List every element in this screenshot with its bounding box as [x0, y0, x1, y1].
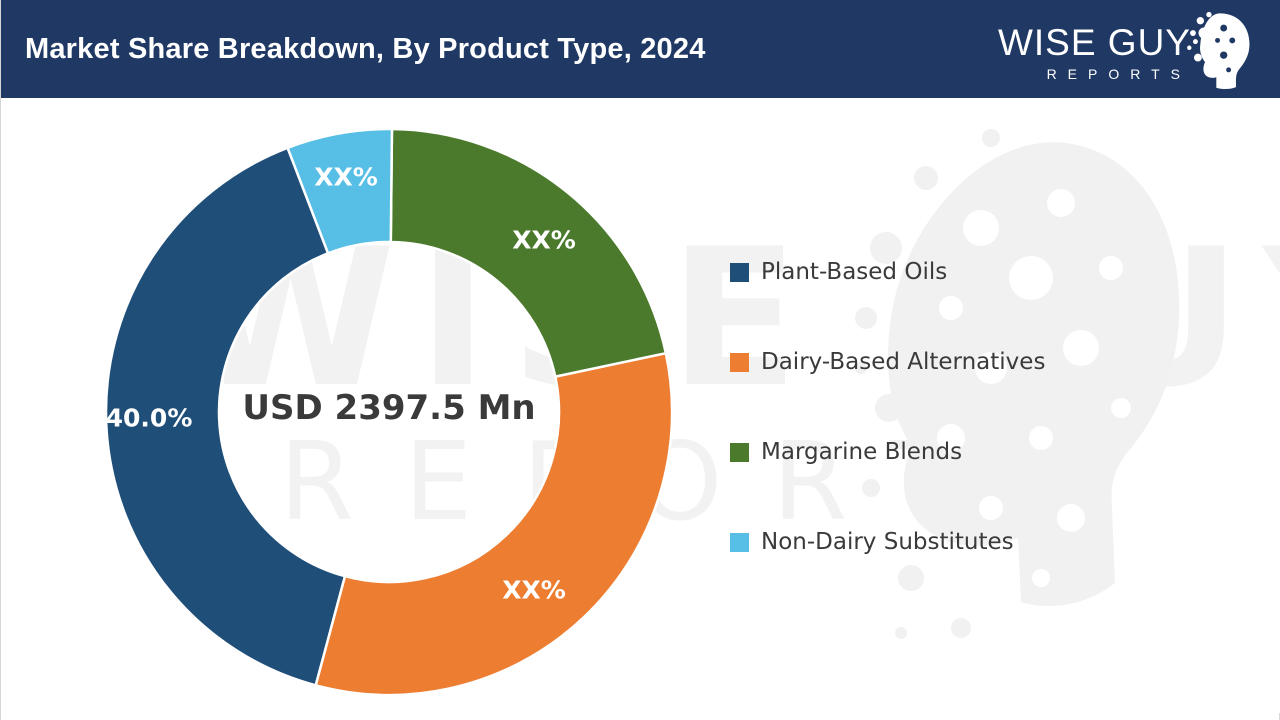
page-title: Market Share Breakdown, By Product Type,… [25, 32, 706, 65]
slice-label-dairy-based-alternatives: XX% [502, 575, 566, 605]
brand-logo-text: WISE GUY REPORTS [998, 22, 1191, 82]
legend-swatch-icon [730, 532, 749, 552]
donut-chart [104, 127, 674, 697]
legend-label: Plant-Based Oils [761, 259, 948, 285]
brand-logo: WISE GUY REPORTS [998, 6, 1263, 92]
legend-swatch-icon [730, 262, 749, 282]
slice-label-non-dairy-substitutes: XX% [314, 162, 378, 192]
slice-label-plant-based-oils: 40.0% [105, 403, 193, 433]
header-bar: Market Share Breakdown, By Product Type,… [1, 0, 1280, 98]
donut-segment-1 [314, 351, 674, 697]
legend-label: Margarine Blends [761, 439, 963, 465]
brand-subname: REPORTS [1046, 66, 1191, 82]
chart-area: WISE GUY REPORTS USD [1, 98, 1280, 713]
slice-label-margarine-blends: XX% [512, 225, 576, 255]
legend-label: Dairy-Based Alternatives [761, 349, 1046, 375]
legend-item-margarine-blends: Margarine Blends [730, 438, 1045, 466]
head-profile-icon [1187, 11, 1250, 90]
brand-name: WISE GUY [997, 22, 1191, 63]
donut-segment-3 [286, 127, 394, 255]
legend: Plant-Based Oils Dairy-Based Alternative… [730, 258, 1045, 556]
legend-swatch-icon [730, 442, 749, 462]
legend-item-dairy-based-alternatives: Dairy-Based Alternatives [730, 348, 1045, 376]
legend-label: Non-Dairy Substitutes [761, 529, 1014, 555]
legend-swatch-icon [730, 352, 749, 372]
legend-item-non-dairy-substitutes: Non-Dairy Substitutes [730, 528, 1045, 556]
legend-item-plant-based-oils: Plant-Based Oils [730, 258, 1045, 286]
watermark-head-icon [855, 129, 1180, 639]
center-value-label: USD 2397.5 Mn [242, 388, 536, 428]
donut-segment-0 [104, 146, 347, 687]
donut-segment-2 [389, 127, 668, 378]
